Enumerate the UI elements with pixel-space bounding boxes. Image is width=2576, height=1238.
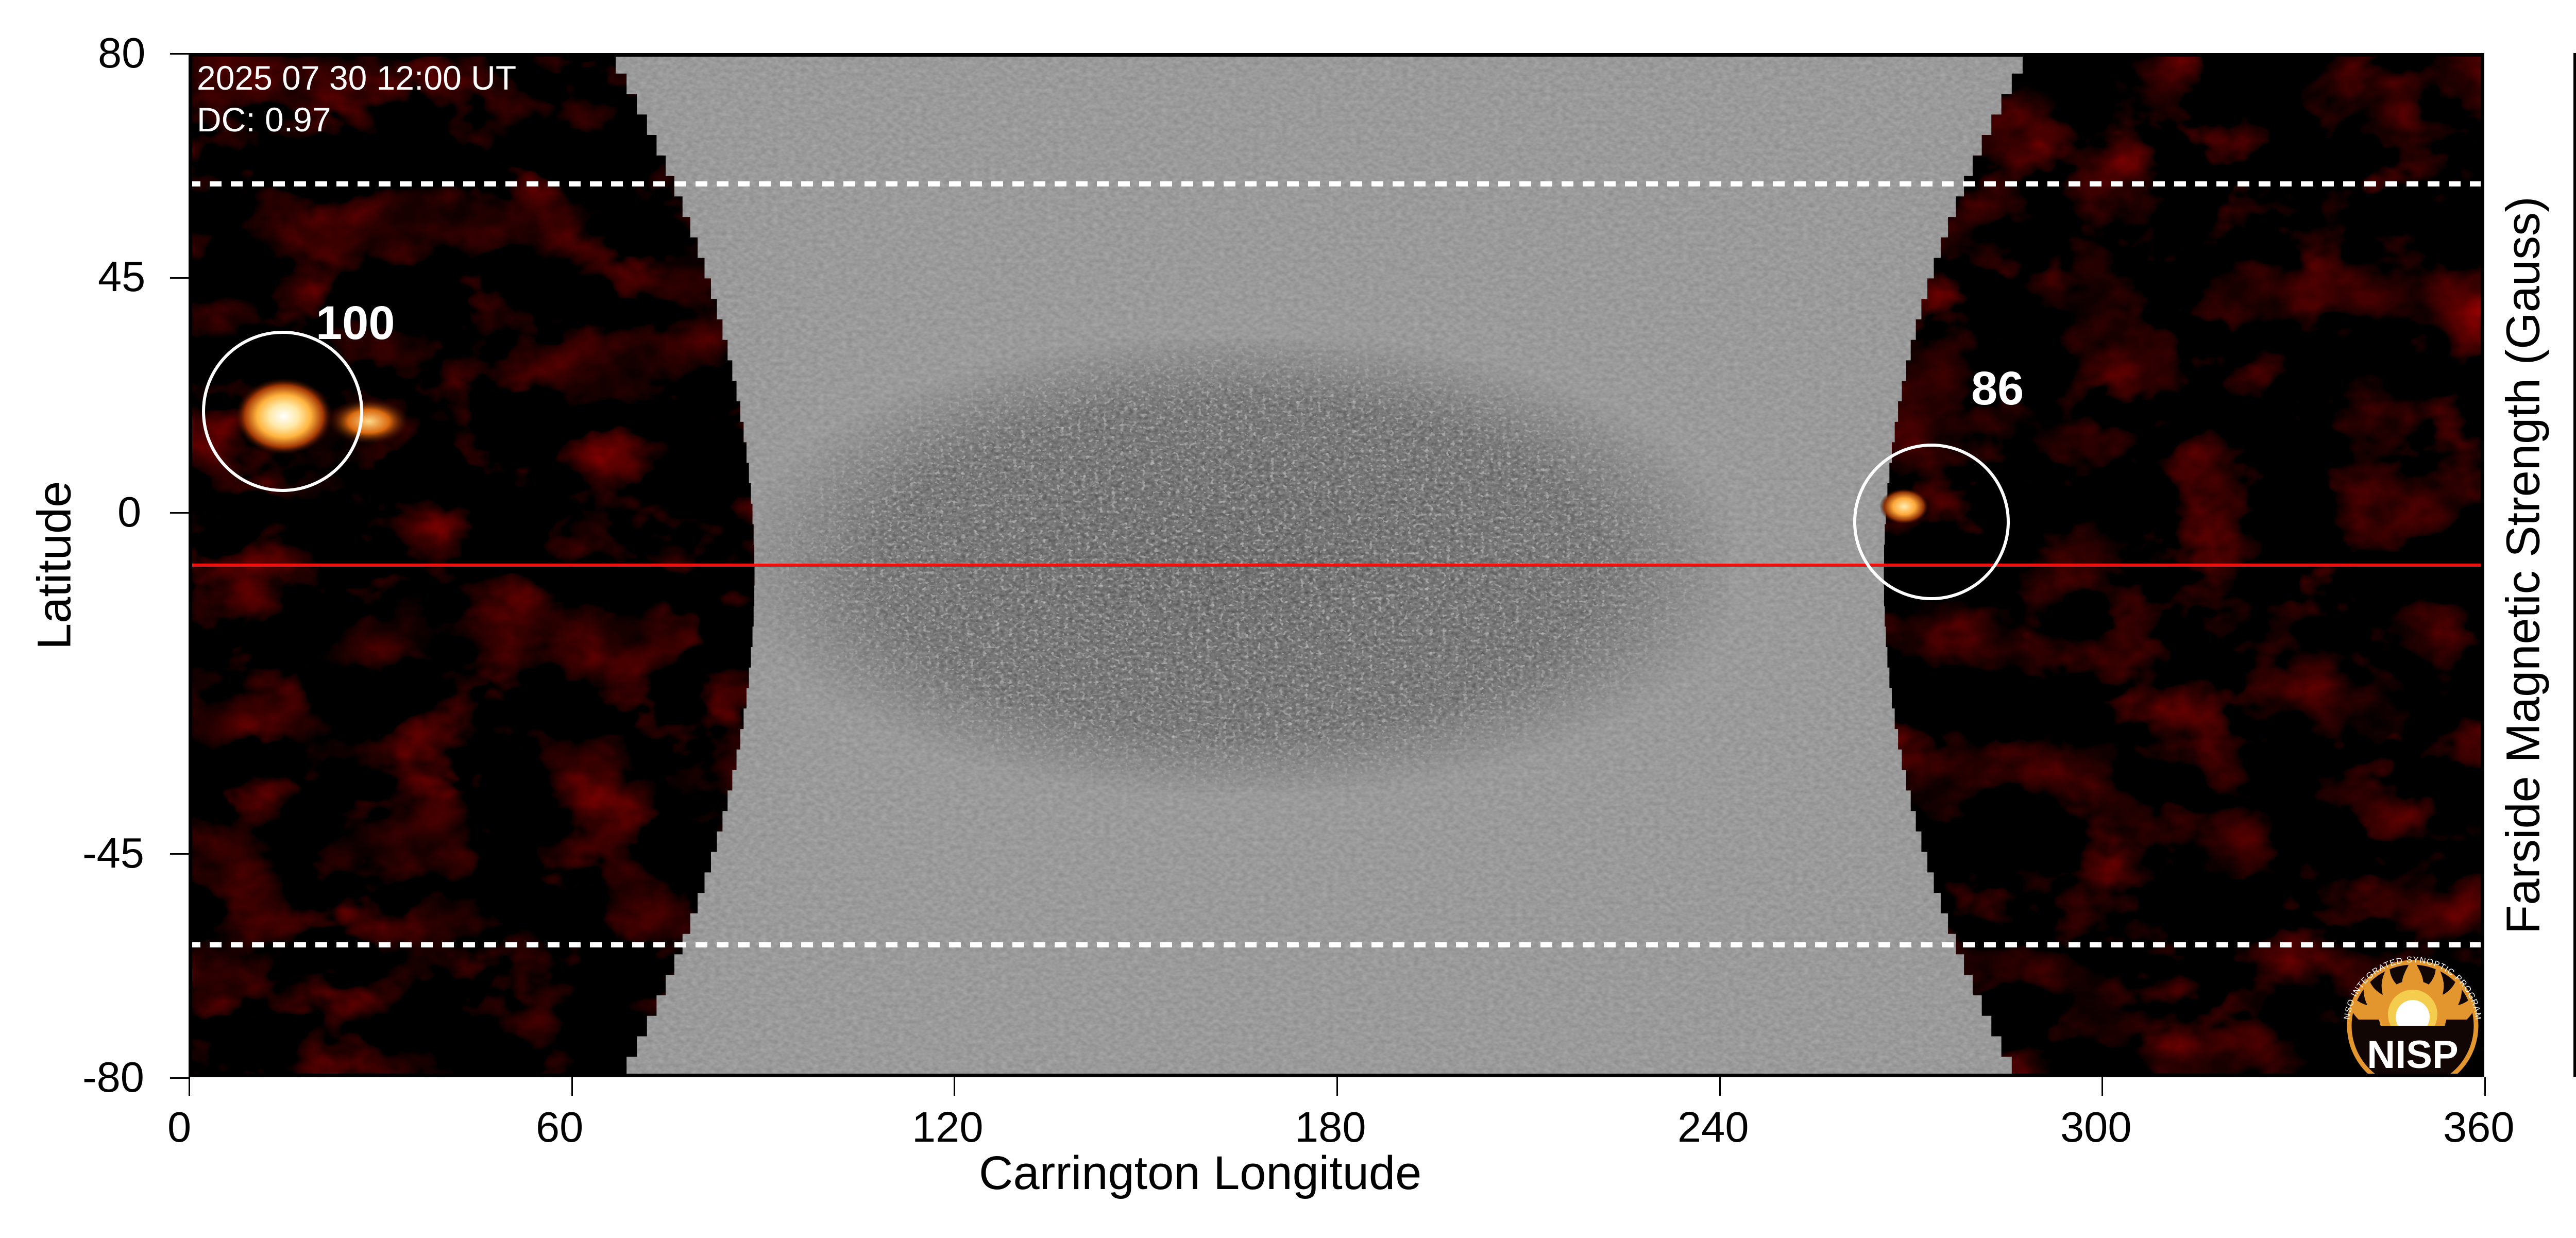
svg-text:NISP: NISP: [2367, 1033, 2458, 1077]
